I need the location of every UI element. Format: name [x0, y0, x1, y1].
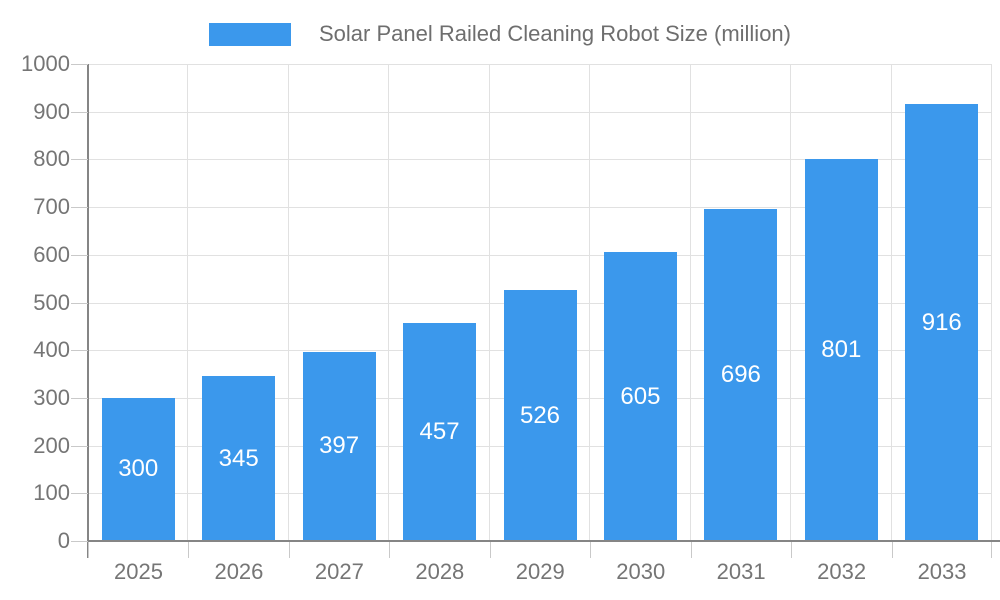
v-gridline: [187, 64, 189, 541]
h-gridline: [88, 207, 992, 209]
y-axis-tick-label: 700: [33, 194, 70, 220]
x-axis-tick-label: 2029: [515, 559, 565, 584]
y-axis-tick: [71, 397, 88, 399]
v-gridline: [689, 64, 691, 541]
bar-2026: 345: [202, 376, 276, 541]
v-gridline: [287, 64, 289, 541]
x-axis-tick-label: 2031: [716, 559, 766, 584]
bar-value-label: 801: [821, 335, 862, 363]
y-axis-tick: [71, 159, 88, 161]
x-axis-tick-label: 2026: [214, 559, 264, 584]
y-axis-tick: [71, 254, 88, 256]
x-axis-tick: [288, 542, 290, 558]
x-axis-tick: [590, 542, 592, 558]
bar-value-label: 696: [720, 360, 761, 388]
bar-2030: 605: [603, 252, 677, 541]
h-gridline: [88, 64, 992, 65]
x-axis-tick: [389, 542, 391, 558]
y-axis-tick: [71, 350, 88, 352]
y-axis-tick: [71, 445, 88, 447]
bar-value-label: 345: [218, 444, 259, 472]
x-axis-tick-label: 2033: [917, 559, 967, 584]
bar-2028: 457: [403, 323, 477, 541]
y-axis-tick: [71, 64, 88, 65]
y-axis-tick-label: 200: [33, 432, 70, 458]
y-axis-tick-label: 900: [33, 98, 70, 124]
x-axis-tick: [891, 542, 893, 558]
bar-value-label: 300: [118, 455, 159, 483]
bar-2027: 397: [302, 351, 376, 541]
v-gridline: [488, 64, 490, 541]
x-axis-tick: [690, 542, 692, 558]
h-gridline: [88, 254, 992, 256]
x-axis-tick-label: 2028: [415, 559, 465, 584]
y-axis-tick-label: 0: [57, 528, 70, 553]
plot-area: 300 345 397 457 526 605 696 801 916: [88, 64, 992, 541]
v-gridline: [790, 64, 792, 541]
y-axis-tick: [71, 493, 88, 495]
h-gridline: [88, 159, 992, 161]
y-axis-tick-label: 500: [33, 289, 70, 315]
x-axis-tick: [188, 542, 190, 558]
y-axis-tick-label: 100: [33, 480, 70, 506]
x-axis-tick-label: 2030: [616, 559, 666, 584]
bar-value-label: 526: [519, 401, 561, 429]
y-axis-tick: [71, 207, 88, 209]
x-axis-tick: [991, 542, 992, 558]
bar-value-label: 916: [921, 308, 962, 336]
x-axis-tick: [489, 542, 491, 558]
x-axis-tick-label: 2027: [314, 559, 364, 584]
y-axis-tick: [71, 111, 88, 113]
x-axis-tick: [88, 542, 89, 558]
y-axis-tick-label: 600: [33, 241, 70, 267]
bar-2029: 526: [503, 290, 577, 541]
bar-2033: 916: [905, 104, 979, 541]
y-axis-tick-label: 300: [33, 384, 70, 410]
bar-value-label: 605: [620, 382, 661, 410]
y-axis-line: [87, 64, 89, 558]
y-axis-tick-label: 400: [33, 337, 70, 363]
v-gridline: [388, 64, 390, 541]
y-axis-tick-label: 800: [33, 146, 70, 172]
x-axis-tick: [791, 542, 793, 558]
x-axis-line: [87, 540, 1000, 542]
bar-value-label: 457: [419, 417, 460, 445]
x-axis-tick-label: 2032: [817, 559, 867, 584]
bar-2031: 696: [704, 209, 778, 541]
v-gridline: [890, 64, 892, 541]
v-gridline: [991, 64, 992, 541]
legend-swatch-icon: [208, 22, 291, 46]
x-axis-tick-label: 2025: [114, 559, 163, 584]
v-gridline: [589, 64, 591, 541]
bar-value-label: 397: [319, 432, 360, 460]
legend-label: Solar Panel Railed Cleaning Robot Size (…: [318, 21, 791, 46]
y-axis-tick: [71, 541, 88, 542]
bar-2032: 801: [804, 158, 878, 541]
y-axis-tick: [71, 302, 88, 304]
h-gridline: [88, 111, 992, 113]
y-axis-tick-label: 1000: [21, 51, 70, 76]
bar-2025: 300: [101, 397, 175, 541]
legend-item[interactable]: Solar Panel Railed Cleaning Robot Size (…: [0, 21, 1000, 47]
